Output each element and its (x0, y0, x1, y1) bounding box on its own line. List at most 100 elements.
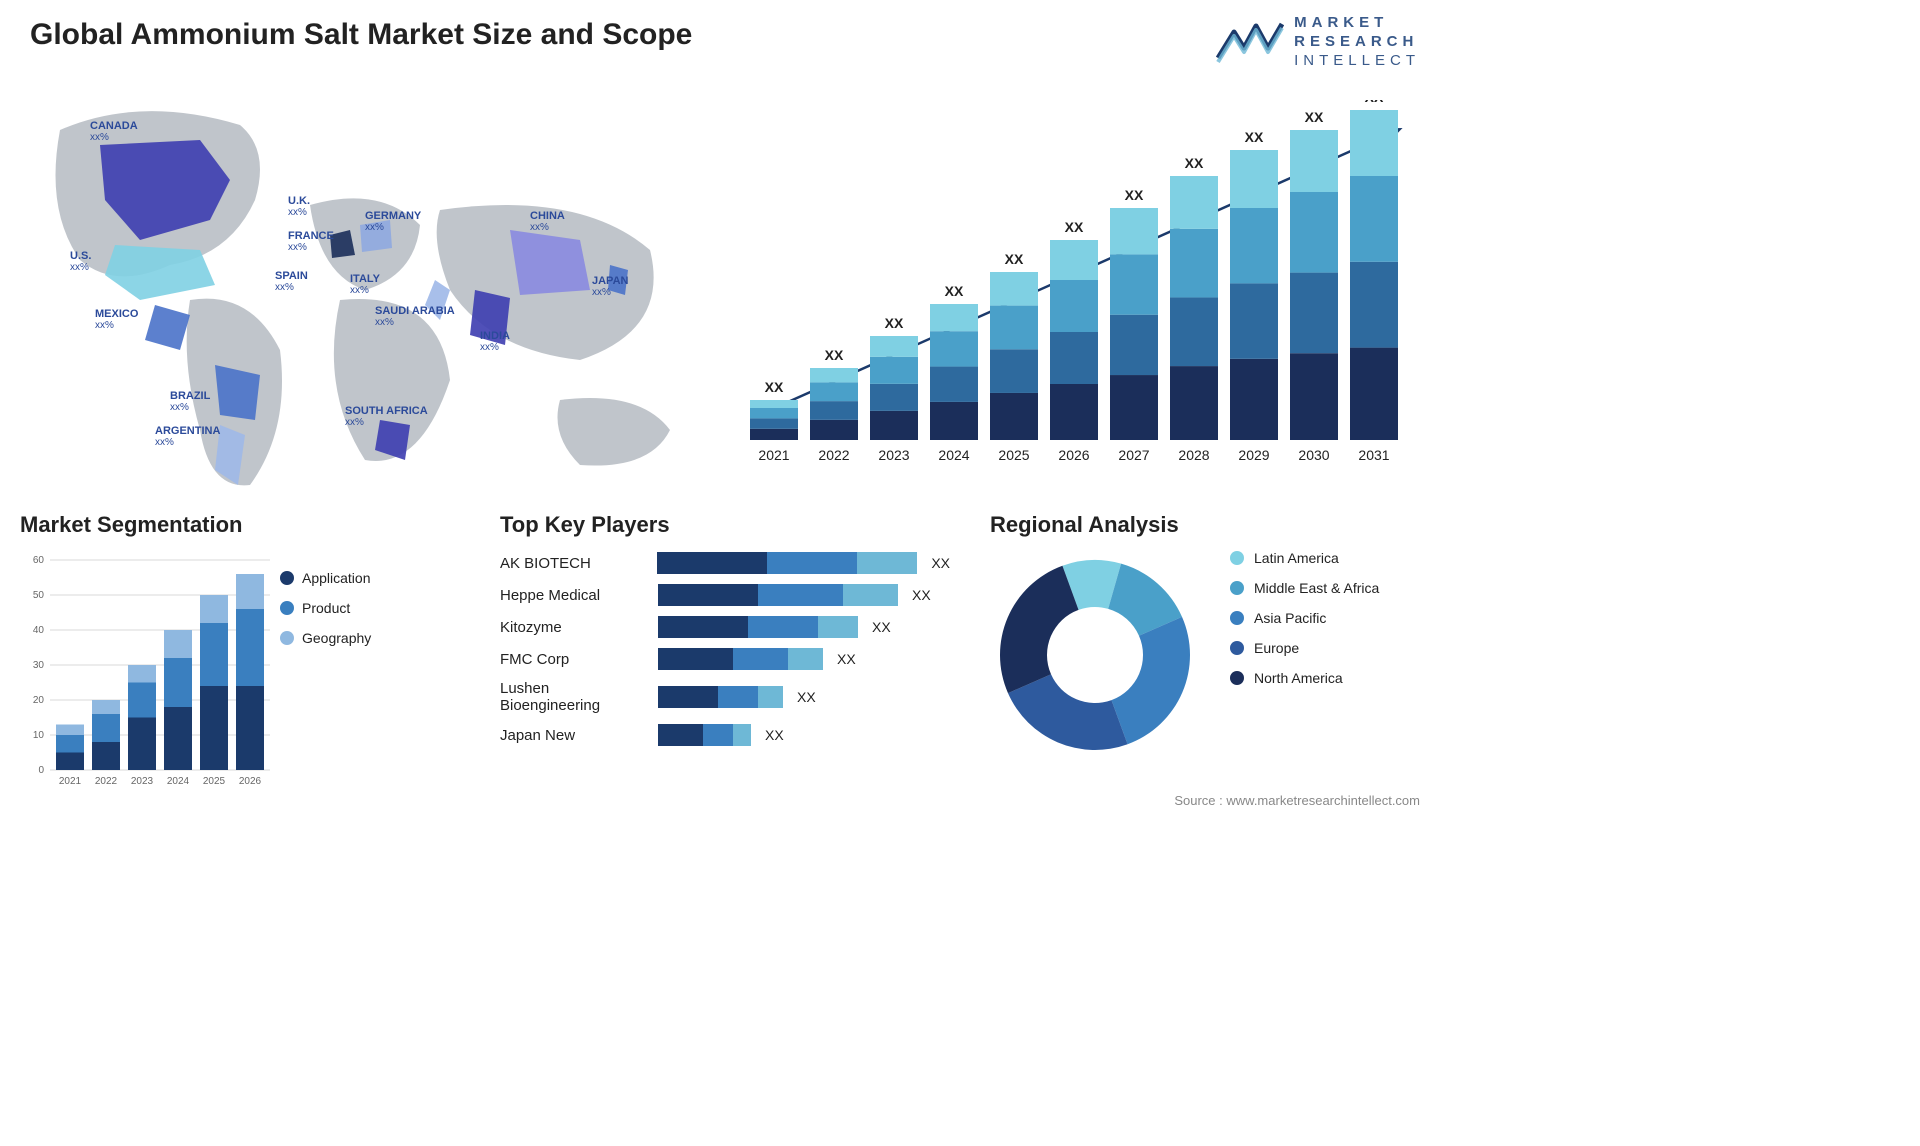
svg-text:XX: XX (1005, 251, 1024, 267)
svg-text:0: 0 (38, 765, 44, 776)
player-value: XX (912, 587, 931, 603)
segmentation-chart: 0 10 20 30 40 50 60 2021 2022 2023 2024 2025 2026 (20, 550, 280, 790)
svg-text:2026: 2026 (1058, 447, 1089, 463)
player-value: XX (931, 555, 950, 571)
svg-text:XX: XX (885, 315, 904, 331)
regional-donut (990, 550, 1200, 760)
player-bar (658, 648, 823, 670)
logo: MARKET RESEARCH INTELLECT (1216, 14, 1420, 70)
page-title: Global Ammonium Salt Market Size and Sco… (30, 18, 692, 52)
player-name: Japan New (500, 727, 650, 744)
map-label: U.S.xx% (70, 250, 91, 273)
player-name: Heppe Medical (500, 587, 650, 604)
legend-item: North America (1230, 670, 1379, 686)
map-label: MEXICOxx% (95, 308, 138, 331)
svg-text:2027: 2027 (1118, 447, 1149, 463)
svg-text:XX: XX (1365, 100, 1384, 105)
svg-text:20: 20 (33, 695, 45, 706)
svg-text:2022: 2022 (95, 776, 118, 787)
map-label: SPAINxx% (275, 270, 308, 293)
svg-text:2029: 2029 (1238, 447, 1269, 463)
player-row: FMC Corp XX (500, 648, 950, 670)
player-name: Lushen Bioengineering (500, 680, 650, 714)
players-list: AK BIOTECHXXHeppe MedicalXXKitozymeXXFMC… (500, 552, 950, 746)
svg-text:60: 60 (33, 555, 45, 566)
svg-text:XX: XX (1305, 109, 1324, 125)
svg-text:2030: 2030 (1298, 447, 1329, 463)
player-row: Kitozyme XX (500, 616, 950, 638)
map-label: CANADAxx% (90, 120, 138, 143)
svg-text:40: 40 (33, 625, 45, 636)
player-row: Heppe Medical XX (500, 584, 950, 606)
player-bar (657, 552, 917, 574)
svg-text:2025: 2025 (998, 447, 1029, 463)
map-label: FRANCExx% (288, 230, 334, 253)
svg-text:50: 50 (33, 590, 45, 601)
regional-title: Regional Analysis (990, 512, 1440, 538)
legend-item: Geography (280, 630, 371, 646)
regional-legend: Latin America Middle East & Africa Asia Pa… (1230, 550, 1379, 760)
map-label: SOUTH AFRICAxx% (345, 405, 428, 428)
svg-text:XX: XX (825, 347, 844, 363)
segmentation-title: Market Segmentation (20, 512, 460, 538)
svg-text:2028: 2028 (1178, 447, 1209, 463)
growth-chart: XX 2021 XX 2022 XX 2023 XX 2024 XX 2025 XX 2026 XX 20… (740, 100, 1420, 480)
segmentation-legend: Application Product Geography (280, 570, 371, 660)
svg-text:2021: 2021 (758, 447, 789, 463)
source-text: Source : www.marketresearchintellect.com (1174, 793, 1420, 808)
svg-text:XX: XX (1185, 155, 1204, 171)
map-label: INDIAxx% (480, 330, 510, 353)
player-name: FMC Corp (500, 651, 650, 668)
player-bar (658, 616, 858, 638)
player-bar (658, 584, 898, 606)
svg-text:2023: 2023 (878, 447, 909, 463)
player-value: XX (765, 727, 784, 743)
market-segmentation: Market Segmentation 0 10 20 30 40 50 60 2021 202… (20, 512, 460, 795)
svg-text:2024: 2024 (938, 447, 969, 463)
svg-text:2022: 2022 (818, 447, 849, 463)
svg-text:XX: XX (1245, 129, 1264, 145)
map-label: ARGENTINAxx% (155, 425, 220, 448)
svg-text:XX: XX (765, 379, 784, 395)
svg-text:2021: 2021 (59, 776, 82, 787)
logo-text: MARKET RESEARCH INTELLECT (1294, 14, 1420, 70)
svg-text:2026: 2026 (239, 776, 262, 787)
legend-item: Middle East & Africa (1230, 580, 1379, 596)
svg-text:10: 10 (33, 730, 45, 741)
map-label: U.K.xx% (288, 195, 310, 218)
player-bar (658, 724, 751, 746)
svg-text:2023: 2023 (131, 776, 154, 787)
player-bar (658, 686, 783, 708)
legend-item: Product (280, 600, 371, 616)
legend-item: Europe (1230, 640, 1379, 656)
player-row: AK BIOTECH XX (500, 552, 950, 574)
svg-text:30: 30 (33, 660, 45, 671)
map-label: JAPANxx% (592, 275, 628, 298)
player-name: Kitozyme (500, 619, 650, 636)
svg-text:2024: 2024 (167, 776, 190, 787)
map-label: ITALYxx% (350, 273, 380, 296)
svg-text:XX: XX (1065, 219, 1084, 235)
svg-text:XX: XX (1125, 187, 1144, 203)
players-title: Top Key Players (500, 512, 950, 538)
logo-mark-icon (1216, 18, 1284, 66)
legend-item: Asia Pacific (1230, 610, 1379, 626)
player-row: Lushen Bioengineering XX (500, 680, 950, 714)
player-value: XX (797, 689, 816, 705)
legend-item: Application (280, 570, 371, 586)
svg-text:XX: XX (945, 283, 964, 299)
map-label: CHINAxx% (530, 210, 565, 233)
top-key-players: Top Key Players AK BIOTECHXXHeppe Medica… (500, 512, 950, 756)
map-label: BRAZILxx% (170, 390, 210, 413)
player-value: XX (872, 619, 891, 635)
svg-text:2031: 2031 (1358, 447, 1389, 463)
legend-item: Latin America (1230, 550, 1379, 566)
player-row: Japan New XX (500, 724, 950, 746)
world-map: CANADAxx% U.S.xx% MEXICOxx% BRAZILxx% ARGENT… (20, 90, 720, 490)
svg-text:2025: 2025 (203, 776, 226, 787)
player-name: AK BIOTECH (500, 555, 649, 572)
regional-analysis: Regional Analysis Latin America Middle Ea… (990, 512, 1440, 760)
player-value: XX (837, 651, 856, 667)
map-label: SAUDI ARABIAxx% (375, 305, 455, 328)
map-label: GERMANYxx% (365, 210, 421, 233)
